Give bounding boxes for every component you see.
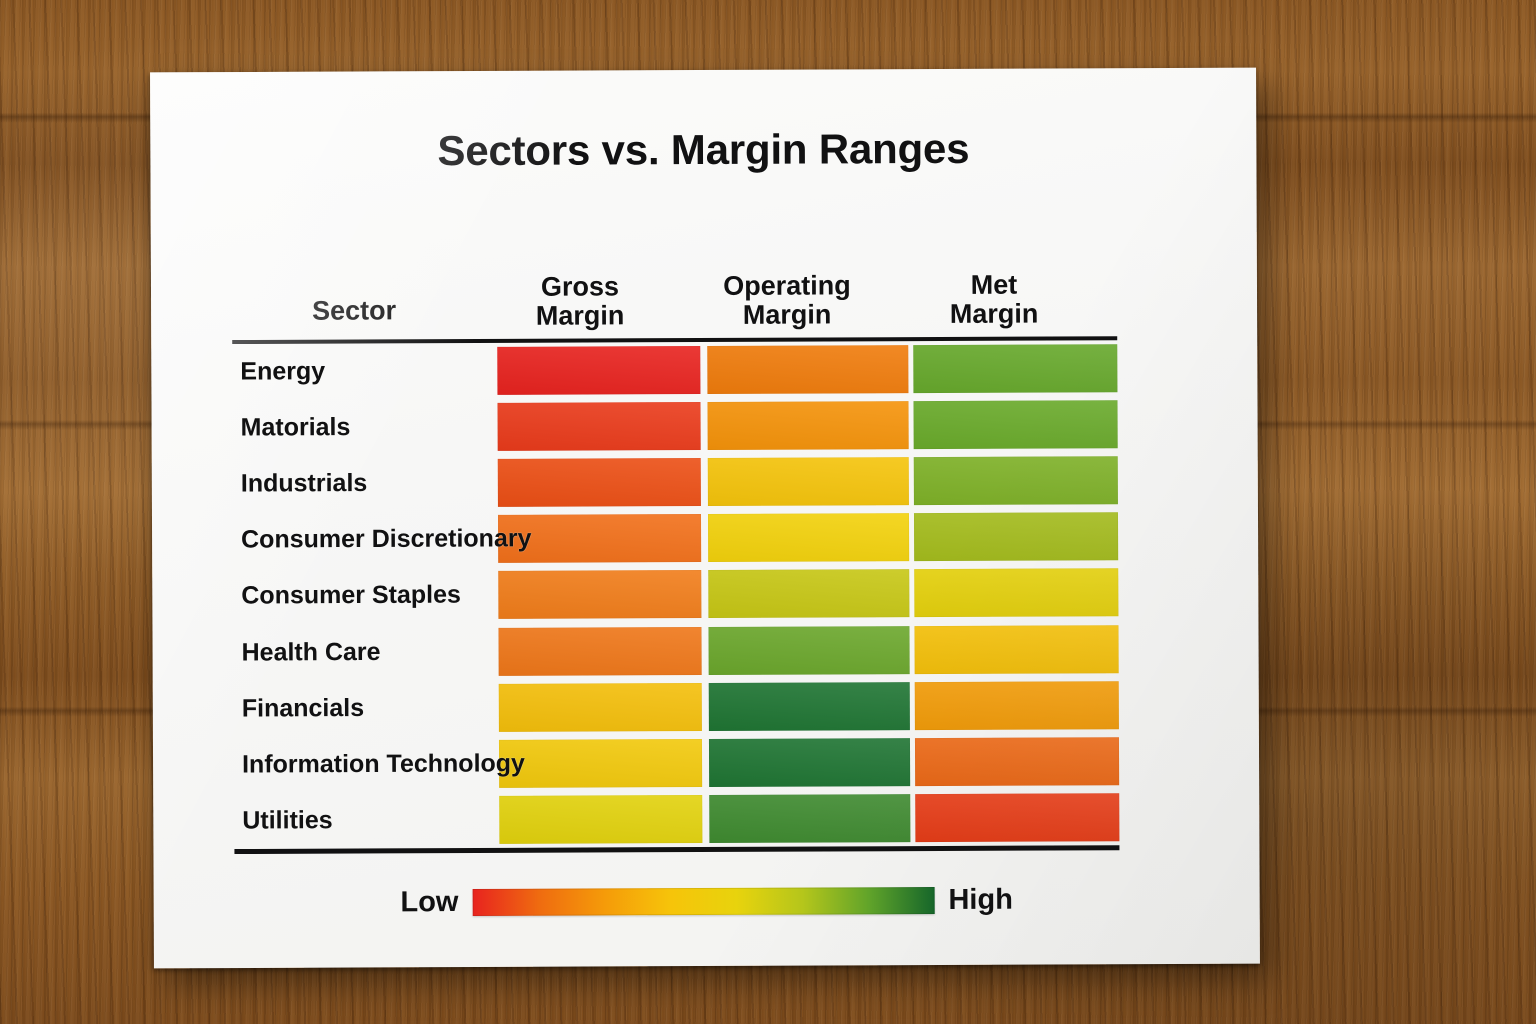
- table-row: Utilities: [234, 789, 1120, 849]
- heatmap-cell: [498, 570, 702, 620]
- heatmap-cell: [497, 346, 701, 395]
- printed-chart-sheet: Sectors vs. Margin Ranges Sector Gross M…: [150, 67, 1260, 969]
- heatmap-cell: [497, 458, 701, 508]
- column-header-gross-margin: Gross Margin: [476, 272, 684, 331]
- heatmap-cell: [913, 456, 1118, 506]
- heatmap-cell: [913, 344, 1118, 394]
- row-label-utilities: Utilities: [242, 806, 333, 835]
- row-label-information-technology: Information Technology: [242, 749, 526, 779]
- column-header-sector: Sector: [311, 295, 397, 326]
- heatmap-cell: [498, 738, 703, 788]
- heatmap-grid: Energy Matorials Industrials Consumer Discr…: [232, 340, 1120, 849]
- heatmap-cell: [914, 568, 1119, 618]
- table-row: Matorials: [232, 396, 1118, 456]
- heatmap-cell: [709, 794, 911, 843]
- row-label-health-care: Health Care: [241, 637, 381, 667]
- column-header-met-margin: Met Margin: [890, 269, 1098, 330]
- colorbar-legend: Low High: [154, 876, 1260, 927]
- column-header-gross-margin-line1: Gross: [540, 271, 620, 302]
- heatmap-cell: [914, 624, 1119, 674]
- heatmap-cell: [707, 457, 909, 507]
- row-label-industrials: Industrials: [240, 469, 368, 498]
- heatmap-chart: Sectors vs. Margin Ranges Sector Gross M…: [150, 68, 1260, 969]
- heatmap-cell: [497, 402, 701, 452]
- table-header-row: Sector Gross Margin Operating Margin Met…: [232, 228, 1198, 332]
- column-header-gross-margin-line2: Margin: [535, 300, 625, 331]
- row-label-matorials: Matorials: [240, 413, 351, 442]
- heatmap-cell: [707, 401, 909, 451]
- table-row: Consumer Staples: [233, 565, 1119, 625]
- column-header-operating-margin-line2: Margin: [742, 299, 832, 330]
- table-row: Industrials: [233, 452, 1118, 512]
- heatmap-cell: [914, 737, 1120, 786]
- table-row: Information Technology: [234, 733, 1120, 793]
- legend-high-label: High: [948, 883, 1013, 916]
- table-row: Consumer Discretionary: [233, 509, 1119, 569]
- column-header-operating-margin: Operating Margin: [684, 271, 890, 330]
- heatmap-cell: [913, 400, 1118, 450]
- table-row: Financials: [234, 677, 1119, 737]
- row-label-energy: Energy: [240, 357, 326, 386]
- column-header-met-margin-line2: Margin: [949, 298, 1039, 330]
- legend-low-label: Low: [400, 885, 459, 918]
- table-row: Energy: [232, 340, 1118, 400]
- heatmap-cell: [707, 513, 910, 563]
- chart-title: Sectors vs. Margin Ranges: [437, 124, 970, 175]
- heatmap-cell: [498, 682, 702, 732]
- heatmap-cell: [915, 793, 1120, 843]
- heatmap-cell: [914, 680, 1119, 730]
- row-label-consumer-staples: Consumer Staples: [241, 581, 461, 611]
- heatmap-cell: [708, 625, 910, 675]
- column-header-met-margin-line1: Met: [970, 269, 1018, 301]
- legend-gradient-bar: [472, 886, 935, 916]
- heatmap-cell: [708, 737, 911, 787]
- row-label-consumer-discretionary: Consumer Discretionary: [241, 524, 532, 554]
- heatmap-cell: [708, 569, 910, 619]
- heatmap-cell: [498, 626, 702, 676]
- heatmap-cell: [708, 681, 910, 731]
- row-label-financials: Financials: [241, 693, 365, 723]
- heatmap-cell: [707, 345, 909, 395]
- table-row: Health Care: [233, 621, 1119, 681]
- heatmap-cell: [499, 794, 703, 844]
- column-header-operating-margin-line1: Operating: [723, 270, 851, 302]
- heatmap-cell: [913, 512, 1119, 562]
